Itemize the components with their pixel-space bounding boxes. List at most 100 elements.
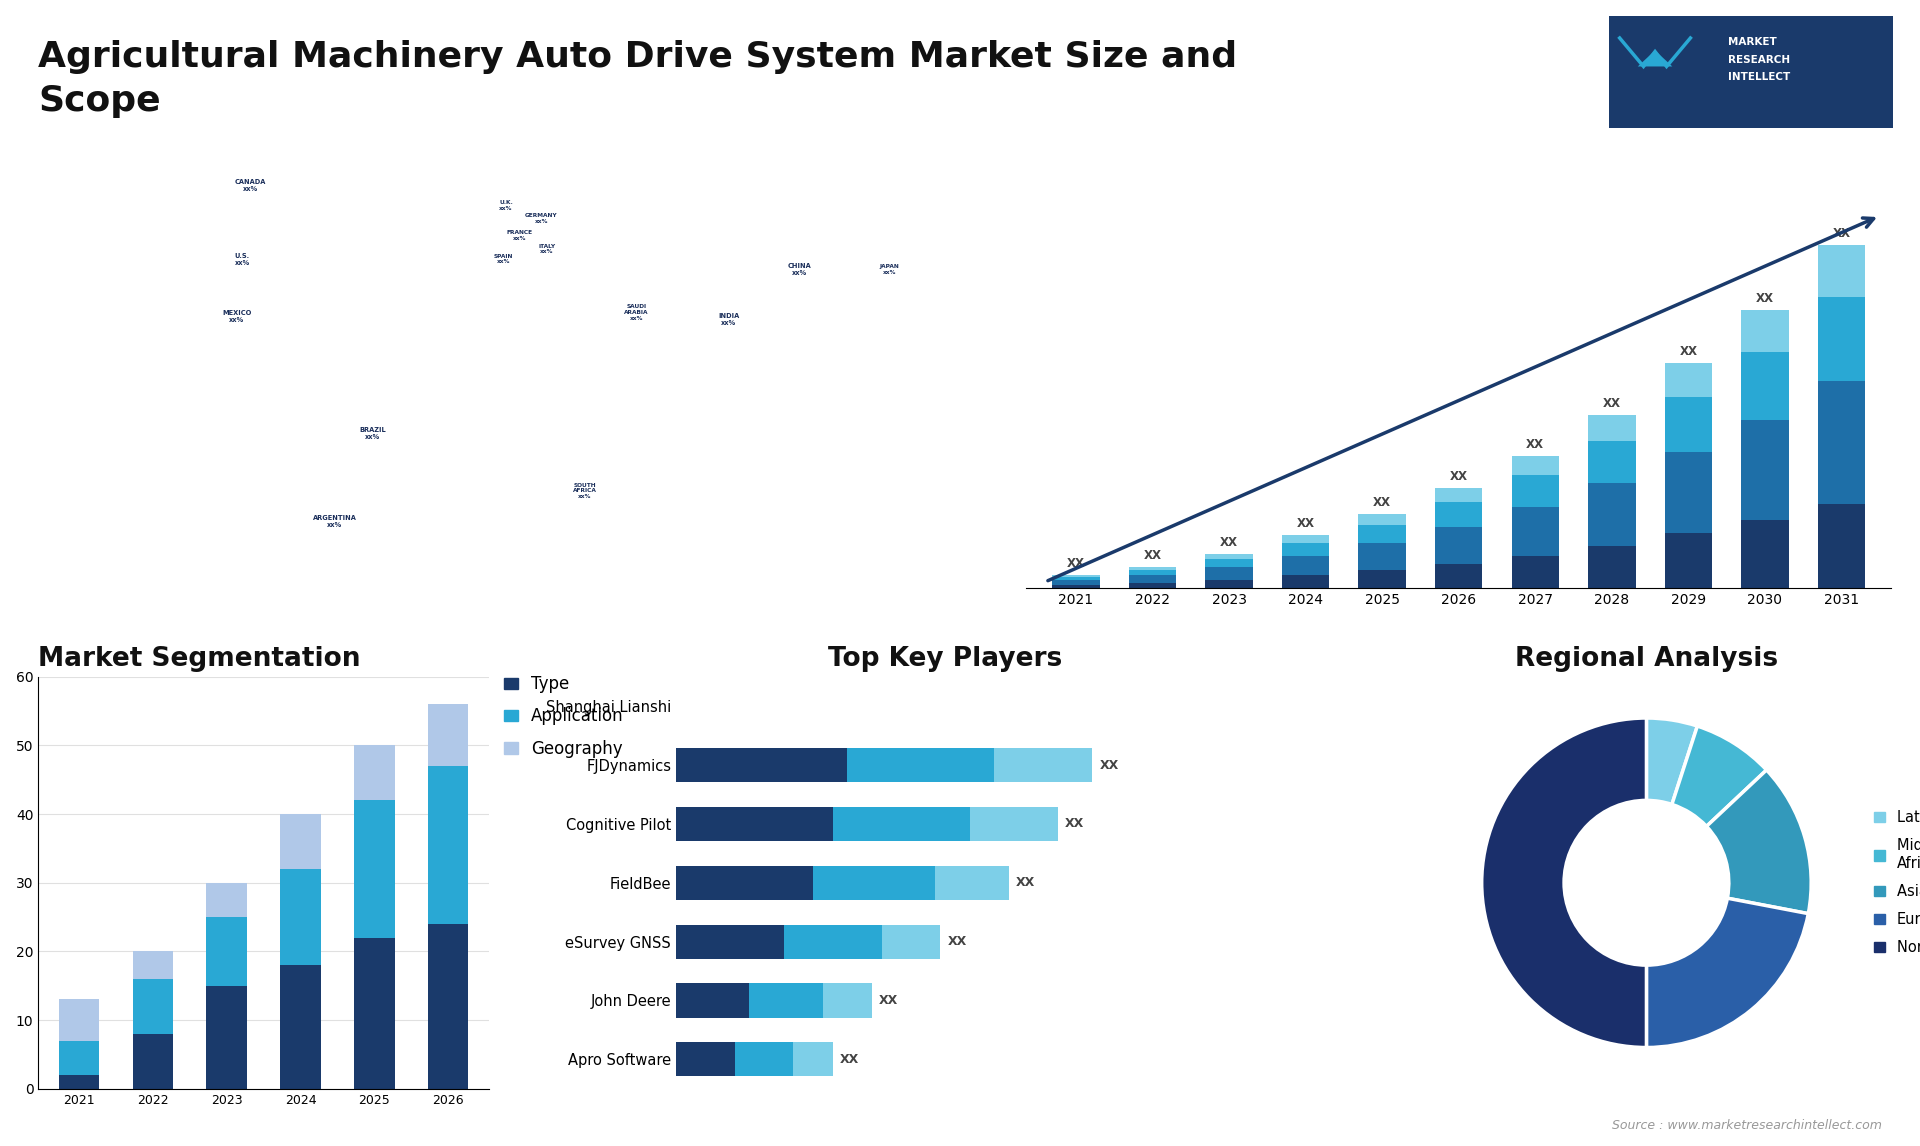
Bar: [353, 800, 394, 937]
Bar: [1665, 363, 1713, 398]
Bar: [1434, 527, 1482, 564]
Text: Agricultural Machinery Auto Drive System Market Size and
Scope: Agricultural Machinery Auto Drive System…: [38, 40, 1238, 118]
Text: XX: XX: [1450, 470, 1467, 482]
Bar: [1741, 352, 1789, 419]
Title: Regional Analysis: Regional Analysis: [1515, 645, 1778, 672]
Text: INTELLECT: INTELLECT: [1728, 72, 1789, 81]
Text: XX: XX: [879, 994, 899, 1007]
Bar: [1818, 297, 1864, 380]
Bar: [1283, 535, 1329, 543]
Text: SPAIN
xx%: SPAIN xx%: [493, 253, 513, 265]
Bar: [824, 983, 872, 1018]
Wedge shape: [1707, 770, 1811, 913]
Text: SAUDI
ARABIA
xx%: SAUDI ARABIA xx%: [624, 305, 649, 321]
Bar: [1588, 441, 1636, 482]
Bar: [353, 745, 394, 800]
Bar: [1283, 543, 1329, 556]
Bar: [1359, 513, 1405, 525]
Bar: [1588, 482, 1636, 547]
Bar: [1283, 575, 1329, 588]
Bar: [935, 865, 1008, 900]
Text: ARGENTINA
xx%: ARGENTINA xx%: [313, 515, 357, 527]
Bar: [847, 748, 995, 782]
Bar: [1434, 488, 1482, 502]
Bar: [1129, 583, 1177, 588]
Bar: [1052, 584, 1100, 588]
Bar: [1818, 504, 1864, 588]
Bar: [60, 999, 100, 1041]
Title: Top Key Players: Top Key Players: [828, 645, 1062, 672]
Text: XX: XX: [1757, 292, 1774, 305]
Bar: [1511, 508, 1559, 556]
Wedge shape: [1647, 898, 1809, 1047]
Bar: [60, 1041, 100, 1075]
Bar: [881, 925, 941, 959]
Text: XX: XX: [1068, 557, 1085, 571]
Bar: [132, 951, 173, 979]
Bar: [1588, 415, 1636, 441]
Bar: [1129, 571, 1177, 575]
Bar: [1741, 309, 1789, 352]
Text: U.K.
xx%: U.K. xx%: [499, 199, 513, 211]
Text: SOUTH
AFRICA
xx%: SOUTH AFRICA xx%: [572, 482, 597, 500]
Bar: [132, 1034, 173, 1089]
Bar: [1511, 455, 1559, 474]
Bar: [1206, 580, 1252, 588]
Bar: [1359, 571, 1405, 588]
Wedge shape: [1672, 727, 1766, 826]
Text: U.S.
xx%: U.S. xx%: [234, 252, 250, 266]
Bar: [207, 986, 248, 1089]
Bar: [207, 882, 248, 917]
Bar: [783, 925, 881, 959]
Bar: [735, 1042, 793, 1076]
Legend: Type, Application, Geography: Type, Application, Geography: [497, 668, 630, 764]
Bar: [132, 979, 173, 1034]
Bar: [676, 748, 847, 782]
Bar: [428, 924, 468, 1089]
Bar: [1665, 453, 1713, 533]
Bar: [676, 807, 833, 841]
Text: XX: XX: [1373, 496, 1392, 509]
Bar: [428, 705, 468, 766]
Bar: [280, 965, 321, 1089]
Bar: [1741, 520, 1789, 588]
Text: XX: XX: [1016, 877, 1035, 889]
Text: ITALY
xx%: ITALY xx%: [538, 244, 555, 254]
Text: CHINA
xx%: CHINA xx%: [787, 262, 812, 276]
Bar: [1665, 533, 1713, 588]
Text: JAPAN
xx%: JAPAN xx%: [879, 264, 899, 275]
Bar: [428, 766, 468, 924]
Bar: [280, 869, 321, 965]
Bar: [793, 1042, 833, 1076]
Bar: [676, 925, 783, 959]
Bar: [1206, 555, 1252, 559]
Text: FRANCE
xx%: FRANCE xx%: [507, 230, 532, 241]
Text: BRAZIL
xx%: BRAZIL xx%: [359, 427, 386, 440]
Bar: [812, 865, 935, 900]
Text: MEXICO
xx%: MEXICO xx%: [223, 309, 252, 323]
Text: GERMANY
xx%: GERMANY xx%: [524, 213, 557, 225]
Text: INDIA
xx%: INDIA xx%: [718, 313, 739, 325]
Text: XX: XX: [1680, 345, 1697, 359]
Bar: [1511, 474, 1559, 508]
Bar: [676, 865, 812, 900]
Bar: [833, 807, 970, 841]
Bar: [749, 983, 824, 1018]
Text: RESEARCH: RESEARCH: [1728, 55, 1789, 64]
Bar: [207, 917, 248, 986]
Text: XX: XX: [1100, 759, 1119, 771]
Bar: [676, 983, 749, 1018]
Bar: [1741, 419, 1789, 520]
Bar: [280, 814, 321, 869]
Bar: [995, 748, 1092, 782]
Text: Source : www.marketresearchintellect.com: Source : www.marketresearchintellect.com: [1611, 1120, 1882, 1132]
Wedge shape: [1482, 719, 1647, 1047]
Bar: [1359, 525, 1405, 543]
Bar: [1818, 245, 1864, 297]
Bar: [1359, 543, 1405, 571]
Text: XX: XX: [1832, 227, 1851, 241]
Text: XX: XX: [1526, 438, 1544, 450]
Text: CANADA
xx%: CANADA xx%: [234, 179, 267, 191]
Bar: [1434, 502, 1482, 527]
Wedge shape: [1647, 719, 1697, 804]
